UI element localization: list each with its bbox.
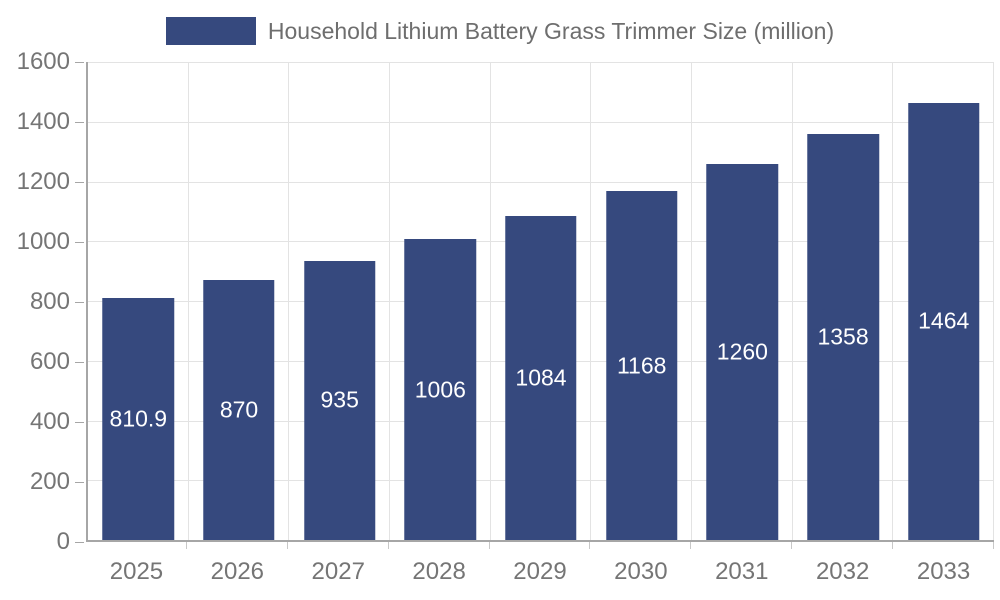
y-tick-mark — [75, 121, 84, 123]
y-tick-label: 1400 — [16, 108, 70, 135]
bar[interactable]: 810.9 — [102, 297, 175, 540]
category-slot: 935 — [289, 62, 390, 540]
x-tick-label: 2032 — [815, 558, 870, 585]
category-slot: 1006 — [390, 62, 491, 540]
v-gridline — [388, 62, 390, 540]
x-tick-label: 2030 — [614, 558, 668, 585]
bar[interactable]: 1260 — [706, 163, 779, 540]
x-tick-mark — [993, 542, 994, 549]
h-gridline — [88, 121, 994, 123]
bar[interactable]: 1084 — [505, 216, 577, 540]
y-tick-mark — [75, 541, 84, 543]
bar[interactable]: 1006 — [404, 239, 477, 540]
x-tick-label: 2031 — [715, 558, 769, 585]
bar[interactable]: 1358 — [807, 134, 879, 540]
category-slot: 1464 — [893, 62, 994, 540]
y-tick-label: 1200 — [16, 168, 70, 195]
y-tick-mark — [75, 241, 84, 243]
plot-area: 810.9 870 935 1006 1084 1168 1260 1358 1464 — [86, 62, 994, 542]
bar-value-label: 1006 — [414, 376, 466, 403]
bar-value-label: 1260 — [716, 338, 768, 365]
bar-value-label: 935 — [320, 386, 359, 413]
v-gridline — [590, 62, 592, 540]
bar-value-label: 810.9 — [109, 405, 168, 432]
legend[interactable]: Household Lithium Battery Grass Trimmer … — [0, 15, 1000, 47]
legend-swatch-icon — [165, 17, 256, 45]
category-slot: 1168 — [591, 62, 692, 540]
v-gridline — [690, 62, 692, 540]
bar[interactable]: 870 — [203, 280, 275, 540]
v-gridline — [993, 62, 994, 540]
bar-value-label: 1084 — [515, 364, 567, 391]
y-tick-mark — [75, 481, 84, 483]
h-gridline — [88, 181, 994, 183]
y-tick-mark — [75, 421, 84, 423]
y-tick-label: 800 — [29, 288, 70, 315]
bar[interactable]: 935 — [303, 260, 376, 540]
bar[interactable]: 1168 — [605, 191, 678, 540]
x-tick-mark — [589, 542, 591, 549]
y-tick-label: 200 — [29, 468, 70, 495]
v-gridline — [892, 62, 894, 540]
y-tick-mark — [75, 181, 84, 183]
v-gridline — [489, 62, 491, 540]
bar-value-label: 1168 — [616, 352, 667, 379]
x-tick-label: 2025 — [109, 558, 164, 585]
y-tick-mark — [75, 361, 84, 363]
bar-value-label: 1464 — [918, 307, 970, 334]
x-tick-label: 2028 — [412, 558, 466, 585]
category-slot: 1358 — [793, 62, 894, 540]
x-tick-label: 2027 — [311, 558, 365, 585]
y-tick-label: 1600 — [16, 48, 70, 75]
y-tick-label: 400 — [29, 408, 70, 435]
x-tick-mark — [791, 542, 793, 549]
v-gridline — [791, 62, 793, 540]
x-axis: 2025 2026 2027 2028 2029 2030 2031 2032 2033 — [86, 542, 994, 600]
category-slot: 1084 — [491, 62, 592, 540]
h-gridline — [88, 62, 994, 63]
x-tick-label: 2026 — [210, 558, 265, 585]
x-tick-mark — [185, 542, 187, 549]
category-slot: 870 — [189, 62, 290, 540]
y-tick-label: 600 — [29, 348, 70, 375]
x-tick-mark — [286, 542, 288, 549]
bar-value-label: 1358 — [817, 323, 869, 350]
category-slot: 810.9 — [88, 62, 189, 540]
x-tick-mark — [387, 542, 389, 549]
x-tick-mark — [690, 542, 692, 549]
bar[interactable]: 1464 — [907, 102, 980, 540]
x-tick-label: 2029 — [513, 558, 567, 585]
x-tick-mark — [488, 542, 490, 549]
v-gridline — [288, 62, 290, 540]
y-axis: 0 200 400 600 800 1000 1200 1400 1600 — [0, 48, 86, 555]
y-tick-label: 1000 — [16, 228, 70, 255]
y-tick-mark — [75, 301, 84, 303]
bar-value-label: 870 — [219, 396, 259, 423]
v-gridline — [187, 62, 189, 540]
category-slot: 1260 — [692, 62, 793, 540]
bars: 810.9 870 935 1006 1084 1168 1260 1358 1464 — [88, 62, 994, 540]
x-tick-mark — [892, 542, 894, 549]
x-tick-label: 2033 — [916, 558, 971, 585]
legend-label: Household Lithium Battery Grass Trimmer … — [267, 17, 835, 44]
y-tick-label: 0 — [56, 528, 70, 555]
y-tick-mark — [75, 61, 84, 63]
